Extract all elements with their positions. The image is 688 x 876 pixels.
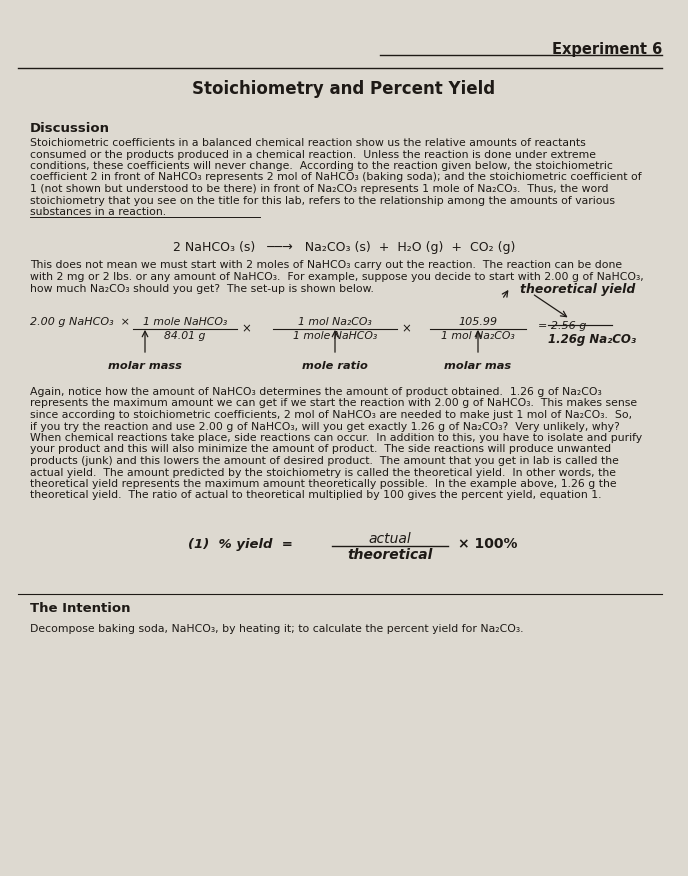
Text: 1 mol Na₂CO₃: 1 mol Na₂CO₃ bbox=[441, 331, 515, 341]
Text: Again, notice how the amount of NaHCO₃ determines the amount of product obtained: Again, notice how the amount of NaHCO₃ d… bbox=[30, 387, 602, 397]
Text: Stoichiometric coefficients in a balanced chemical reaction show us the relative: Stoichiometric coefficients in a balance… bbox=[30, 138, 585, 148]
Text: Decompose baking soda, NaHCO₃, by heating it; to calculate the percent yield for: Decompose baking soda, NaHCO₃, by heatin… bbox=[30, 624, 524, 634]
Text: This does not mean we must start with 2 moles of NaHCO₃ carry out the reaction. : This does not mean we must start with 2 … bbox=[30, 260, 622, 271]
Text: represents the maximum amount we can get if we start the reaction with 2.00 g of: represents the maximum amount we can get… bbox=[30, 399, 637, 408]
Text: actual: actual bbox=[369, 532, 411, 546]
Text: conditions, these coefficients will never change.  According to the reaction giv: conditions, these coefficients will neve… bbox=[30, 161, 613, 171]
Text: molar mass: molar mass bbox=[108, 361, 182, 371]
Text: actual yield.  The amount predicted by the stoichiometry is called the theoretic: actual yield. The amount predicted by th… bbox=[30, 468, 616, 477]
Text: When chemical reactions take place, side reactions can occur.  In addition to th: When chemical reactions take place, side… bbox=[30, 433, 642, 443]
Text: ×: × bbox=[241, 322, 251, 335]
Text: 1 mole NaHCO₃: 1 mole NaHCO₃ bbox=[293, 331, 377, 341]
Text: Discussion: Discussion bbox=[30, 122, 110, 135]
Text: substances in a reaction.: substances in a reaction. bbox=[30, 207, 166, 217]
Text: stoichiometry that you see on the title for this lab, refers to the relationship: stoichiometry that you see on the title … bbox=[30, 195, 615, 206]
Text: Experiment 6: Experiment 6 bbox=[552, 42, 662, 57]
Text: if you try the reaction and use 2.00 g of NaHCO₃, will you get exactly 1.26 g of: if you try the reaction and use 2.00 g o… bbox=[30, 421, 620, 432]
Text: 105.99: 105.99 bbox=[458, 317, 497, 327]
Text: (1)  % yield  =: (1) % yield = bbox=[188, 538, 293, 551]
Text: theoretical yield: theoretical yield bbox=[520, 284, 636, 296]
Text: mole ratio: mole ratio bbox=[302, 361, 368, 371]
Text: theoretical yield.  The ratio of actual to theoretical multiplied by 100 gives t: theoretical yield. The ratio of actual t… bbox=[30, 491, 601, 500]
Text: × 100%: × 100% bbox=[458, 537, 517, 551]
Text: 2.00 g NaHCO₃  ×: 2.00 g NaHCO₃ × bbox=[30, 317, 130, 327]
Text: 1.26g Na₂CO₃: 1.26g Na₂CO₃ bbox=[548, 333, 636, 346]
Text: 1 (not shown but understood to be there) in front of Na₂CO₃ represents 1 mole of: 1 (not shown but understood to be there)… bbox=[30, 184, 608, 194]
Text: The Intention: The Intention bbox=[30, 602, 131, 615]
Text: how much Na₂CO₃ should you get?  The set-up is shown below.: how much Na₂CO₃ should you get? The set-… bbox=[30, 284, 374, 293]
Text: molar mas: molar mas bbox=[444, 361, 512, 371]
Text: products (junk) and this lowers the amount of desired product.  The amount that : products (junk) and this lowers the amou… bbox=[30, 456, 619, 466]
Text: coefficient 2 in front of NaHCO₃ represents 2 mol of NaHCO₃ (baking soda); and t: coefficient 2 in front of NaHCO₃ represe… bbox=[30, 173, 642, 182]
Text: theoretical yield represents the maximum amount theoretically possible.  In the : theoretical yield represents the maximum… bbox=[30, 479, 616, 489]
Text: with 2 mg or 2 lbs. or any amount of NaHCO₃.  For example, suppose you decide to: with 2 mg or 2 lbs. or any amount of NaH… bbox=[30, 272, 644, 282]
Text: your product and this will also minimize the amount of product.  The side reacti: your product and this will also minimize… bbox=[30, 444, 611, 455]
Text: 84.01 g: 84.01 g bbox=[164, 331, 206, 341]
Text: Stoichiometry and Percent Yield: Stoichiometry and Percent Yield bbox=[193, 80, 495, 98]
Text: theoretical: theoretical bbox=[347, 548, 433, 562]
Text: = 2.56 g: = 2.56 g bbox=[538, 321, 586, 331]
Text: 2 NaHCO₃ (s)   ──→   Na₂CO₃ (s)  +  H₂O (g)  +  CO₂ (g): 2 NaHCO₃ (s) ──→ Na₂CO₃ (s) + H₂O (g) + … bbox=[173, 241, 515, 253]
Text: consumed or the products produced in a chemical reaction.  Unless the reaction i: consumed or the products produced in a c… bbox=[30, 150, 596, 159]
Text: since according to stoichiometric coefficients, 2 mol of NaHCO₃ are needed to ma: since according to stoichiometric coeffi… bbox=[30, 410, 632, 420]
Text: ×: × bbox=[401, 322, 411, 335]
Text: 1 mol Na₂CO₃: 1 mol Na₂CO₃ bbox=[298, 317, 372, 327]
Text: 1 mole NaHCO₃: 1 mole NaHCO₃ bbox=[143, 317, 227, 327]
